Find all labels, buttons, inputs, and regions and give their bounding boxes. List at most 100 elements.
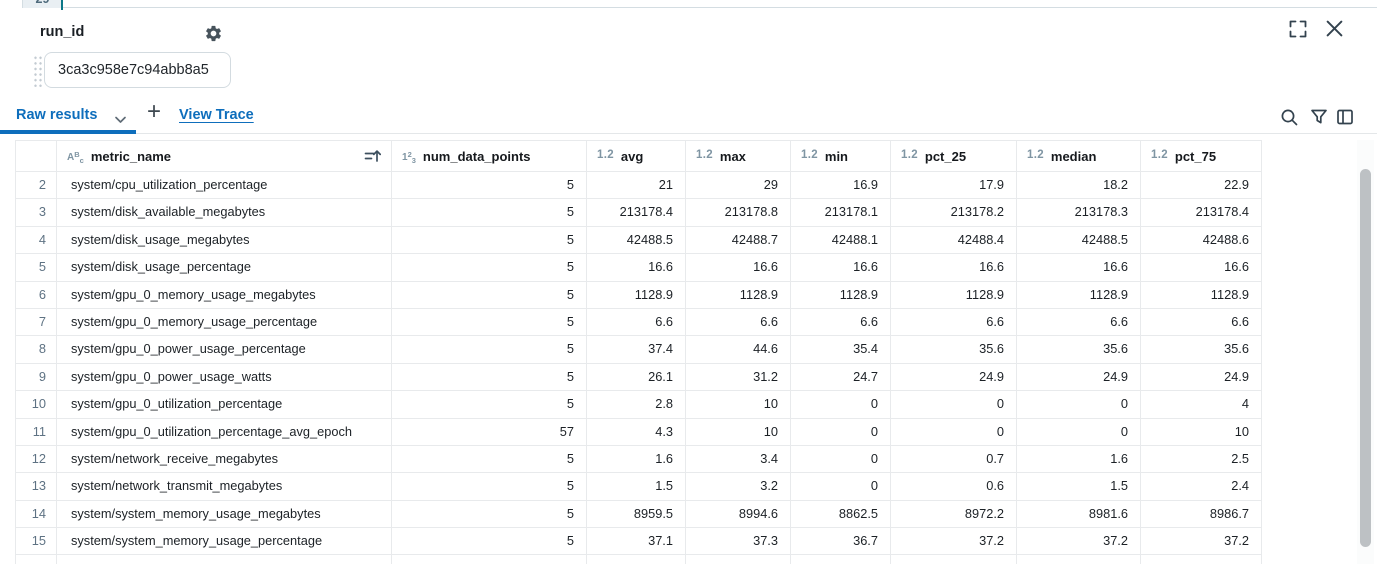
cell-max[interactable]: 16.6 xyxy=(686,254,791,282)
cell-min[interactable]: 8862.5 xyxy=(791,500,891,529)
cell-pct_75[interactable]: 42488.6 xyxy=(1141,226,1262,255)
cell-median[interactable]: 18.2 xyxy=(1017,172,1141,200)
header-cell-median[interactable]: 1.2 median xyxy=(1017,140,1141,172)
chevron-down-icon[interactable] xyxy=(114,112,127,130)
cell-num_data_points[interactable]: 5 xyxy=(392,363,587,392)
vertical-scrollbar-thumb[interactable] xyxy=(1360,169,1371,547)
cell-pct_25[interactable]: 17.9 xyxy=(891,172,1017,200)
cell-pct_25[interactable]: 24.9 xyxy=(891,363,1017,392)
cell-metric_name[interactable]: system/gpu_0_utilization_percentage xyxy=(57,391,392,419)
header-cell-row[interactable] xyxy=(15,140,57,172)
cell-metric_name[interactable]: system/disk_usage_megabytes xyxy=(57,226,392,255)
cell-num_data_points[interactable] xyxy=(392,555,587,564)
cell-median[interactable]: 35.6 xyxy=(1017,336,1141,364)
cell-pct_75[interactable]: 4 xyxy=(1141,391,1262,419)
cell-num_data_points[interactable]: 5 xyxy=(392,172,587,200)
header-cell-metric_name[interactable]: ABc metric_name xyxy=(57,140,392,172)
cell-pct_25[interactable]: 35.6 xyxy=(891,336,1017,364)
header-cell-num_data_points[interactable]: 123 num_data_points xyxy=(392,140,587,172)
drag-handle[interactable] xyxy=(32,54,43,87)
row-number[interactable]: 9 xyxy=(15,363,57,392)
cell-metric_name[interactable]: system/disk_available_megabytes xyxy=(57,199,392,227)
cell-min[interactable]: 6.6 xyxy=(791,308,891,337)
cell-metric_name[interactable]: system/disk_usage_percentage xyxy=(57,254,392,282)
header-cell-min[interactable]: 1.2 min xyxy=(791,140,891,172)
cell-max[interactable]: 3.2 xyxy=(686,473,791,501)
cell-median[interactable]: 1128.9 xyxy=(1017,281,1141,309)
row-number[interactable]: 10 xyxy=(15,391,57,419)
cell-pct_75[interactable] xyxy=(1141,555,1262,564)
cell-max[interactable]: 6.6 xyxy=(686,308,791,337)
cell-median[interactable]: 6.6 xyxy=(1017,308,1141,337)
cell-max[interactable]: 29 xyxy=(686,172,791,200)
cell-avg[interactable]: 8959.5 xyxy=(587,500,686,529)
cell-avg[interactable]: 42488.5 xyxy=(587,226,686,255)
cell-num_data_points[interactable]: 5 xyxy=(392,391,587,419)
row-number[interactable]: 4 xyxy=(15,226,57,255)
tab-raw-results[interactable]: Raw results xyxy=(16,107,98,123)
cell-num_data_points[interactable]: 5 xyxy=(392,308,587,337)
cell-avg[interactable]: 1.6 xyxy=(587,445,686,474)
cell-pct_25[interactable]: 0.7 xyxy=(891,445,1017,474)
cell-num_data_points[interactable]: 5 xyxy=(392,199,587,227)
cell-max[interactable] xyxy=(686,555,791,564)
row-number[interactable]: 6 xyxy=(15,281,57,309)
cell-pct_75[interactable]: 2.4 xyxy=(1141,473,1262,501)
cell-metric_name[interactable]: system/gpu_0_utilization_percentage_avg_… xyxy=(57,418,392,446)
cell-min[interactable]: 0 xyxy=(791,445,891,474)
cell-median[interactable]: 42488.5 xyxy=(1017,226,1141,255)
run-id-input[interactable] xyxy=(44,52,231,88)
cell-avg[interactable]: 37.4 xyxy=(587,336,686,364)
cell-num_data_points[interactable]: 5 xyxy=(392,226,587,255)
cell-max[interactable]: 44.6 xyxy=(686,336,791,364)
cell-min[interactable]: 0 xyxy=(791,473,891,501)
cell-num_data_points[interactable]: 5 xyxy=(392,254,587,282)
cell-num_data_points[interactable]: 5 xyxy=(392,281,587,309)
cell-pct_75[interactable]: 35.6 xyxy=(1141,336,1262,364)
view-trace-link[interactable]: View Trace xyxy=(179,107,254,123)
cell-median[interactable]: 24.9 xyxy=(1017,363,1141,392)
cell-max[interactable]: 42488.7 xyxy=(686,226,791,255)
header-cell-pct_25[interactable]: 1.2 pct_25 xyxy=(891,140,1017,172)
cell-pct_25[interactable]: 213178.2 xyxy=(891,199,1017,227)
cell-metric_name[interactable] xyxy=(57,555,392,564)
cell-avg[interactable] xyxy=(587,555,686,564)
cell-pct_75[interactable]: 213178.4 xyxy=(1141,199,1262,227)
cell-metric_name[interactable]: system/network_transmit_megabytes xyxy=(57,473,392,501)
add-tab-button[interactable]: + xyxy=(147,98,162,125)
cell-pct_75[interactable]: 10 xyxy=(1141,418,1262,446)
row-number[interactable]: 8 xyxy=(15,336,57,364)
cell-pct_75[interactable]: 24.9 xyxy=(1141,363,1262,392)
columns-panel-icon[interactable] xyxy=(1336,108,1354,131)
cell-max[interactable]: 37.3 xyxy=(686,528,791,556)
cell-metric_name[interactable]: system/gpu_0_memory_usage_megabytes xyxy=(57,281,392,309)
cell-max[interactable]: 10 xyxy=(686,418,791,446)
cell-pct_25[interactable]: 0.6 xyxy=(891,473,1017,501)
cell-pct_25[interactable]: 16.6 xyxy=(891,254,1017,282)
cell-median[interactable]: 1.6 xyxy=(1017,445,1141,474)
cell-median[interactable]: 0 xyxy=(1017,418,1141,446)
cell-median[interactable]: 213178.3 xyxy=(1017,199,1141,227)
header-cell-pct_75[interactable]: 1.2 pct_75 xyxy=(1141,140,1262,172)
cell-avg[interactable]: 21 xyxy=(587,172,686,200)
cell-num_data_points[interactable]: 5 xyxy=(392,473,587,501)
expand-icon[interactable] xyxy=(1289,20,1307,43)
row-number[interactable]: 7 xyxy=(15,308,57,337)
cell-max[interactable]: 8994.6 xyxy=(686,500,791,529)
close-icon[interactable] xyxy=(1326,20,1343,42)
row-number[interactable]: 15 xyxy=(15,528,57,556)
row-number[interactable]: 13 xyxy=(15,473,57,501)
cell-median[interactable]: 16.6 xyxy=(1017,254,1141,282)
cell-min[interactable]: 35.4 xyxy=(791,336,891,364)
cell-min[interactable]: 42488.1 xyxy=(791,226,891,255)
cell-avg[interactable]: 4.3 xyxy=(587,418,686,446)
search-icon[interactable] xyxy=(1280,108,1299,132)
cell-min[interactable]: 36.7 xyxy=(791,528,891,556)
cell-pct_25[interactable]: 37.2 xyxy=(891,528,1017,556)
cell-median[interactable]: 37.2 xyxy=(1017,528,1141,556)
cell-median[interactable] xyxy=(1017,555,1141,564)
row-number[interactable]: 14 xyxy=(15,500,57,529)
cell-min[interactable]: 0 xyxy=(791,418,891,446)
cell-min[interactable]: 0 xyxy=(791,391,891,419)
row-number[interactable]: 2 xyxy=(15,172,57,200)
